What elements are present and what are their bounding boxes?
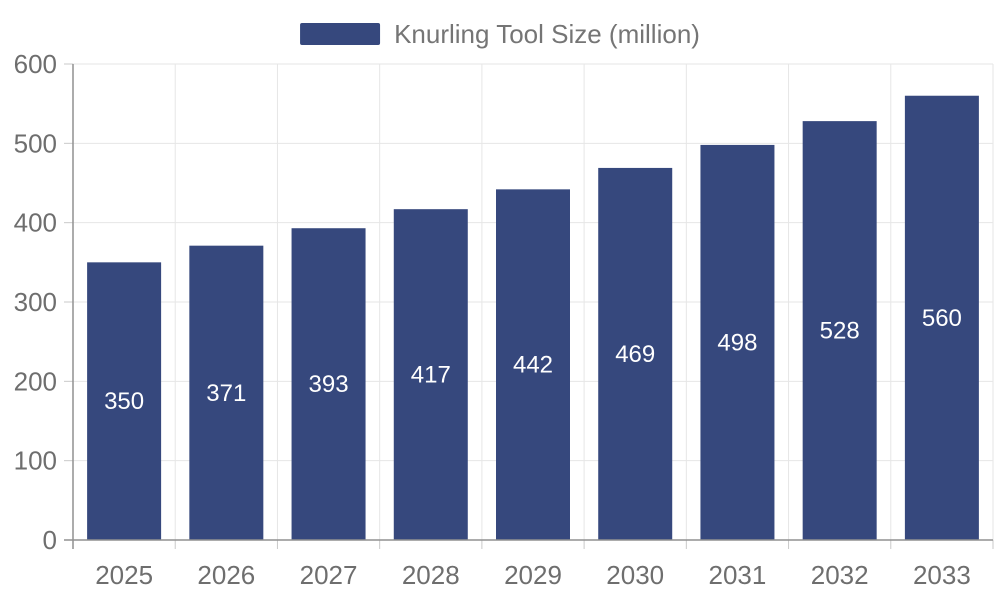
bar-2030 — [598, 167, 673, 540]
x-axis-label: 2025 — [95, 560, 153, 590]
bar-2033 — [904, 95, 979, 540]
x-axis-label: 2026 — [197, 560, 255, 590]
x-axis-label: 2032 — [811, 560, 869, 590]
bar-value-label: 498 — [717, 329, 757, 356]
x-axis-label: 2030 — [606, 560, 664, 590]
legend-label: Knurling Tool Size (million) — [394, 19, 700, 49]
y-axis-label: 0 — [43, 525, 57, 555]
x-axis-label: 2029 — [504, 560, 562, 590]
legend[interactable]: Knurling Tool Size (million) — [300, 21, 700, 47]
x-axis-label: 2031 — [709, 560, 767, 590]
x-axis-label: 2033 — [913, 560, 971, 590]
y-axis-label: 400 — [14, 208, 57, 238]
bar-value-label: 417 — [411, 362, 451, 389]
bar-value-label: 469 — [615, 341, 655, 368]
y-axis-label: 600 — [14, 49, 57, 79]
bar-value-label: 371 — [206, 380, 246, 407]
bar-2026 — [189, 245, 264, 540]
y-axis-label: 500 — [14, 128, 57, 158]
bar-value-label: 528 — [820, 318, 860, 345]
bar-value-label: 350 — [104, 388, 144, 415]
bar-2029 — [496, 189, 570, 540]
bar-value-label: 393 — [309, 371, 349, 398]
legend-swatch — [300, 23, 381, 45]
bar-2031 — [700, 144, 775, 541]
bar-2032 — [802, 121, 877, 541]
bar-value-label: 442 — [513, 352, 553, 379]
bar-2028 — [393, 209, 468, 540]
y-axis-label: 100 — [14, 446, 57, 476]
y-axis-label: 200 — [14, 366, 57, 396]
x-axis-label: 2028 — [402, 560, 460, 590]
bar-value-label: 560 — [922, 305, 962, 332]
bar-2027 — [291, 228, 366, 540]
y-axis-label: 300 — [14, 287, 57, 317]
x-axis-label: 2027 — [300, 560, 358, 590]
bar-2025 — [87, 262, 162, 540]
